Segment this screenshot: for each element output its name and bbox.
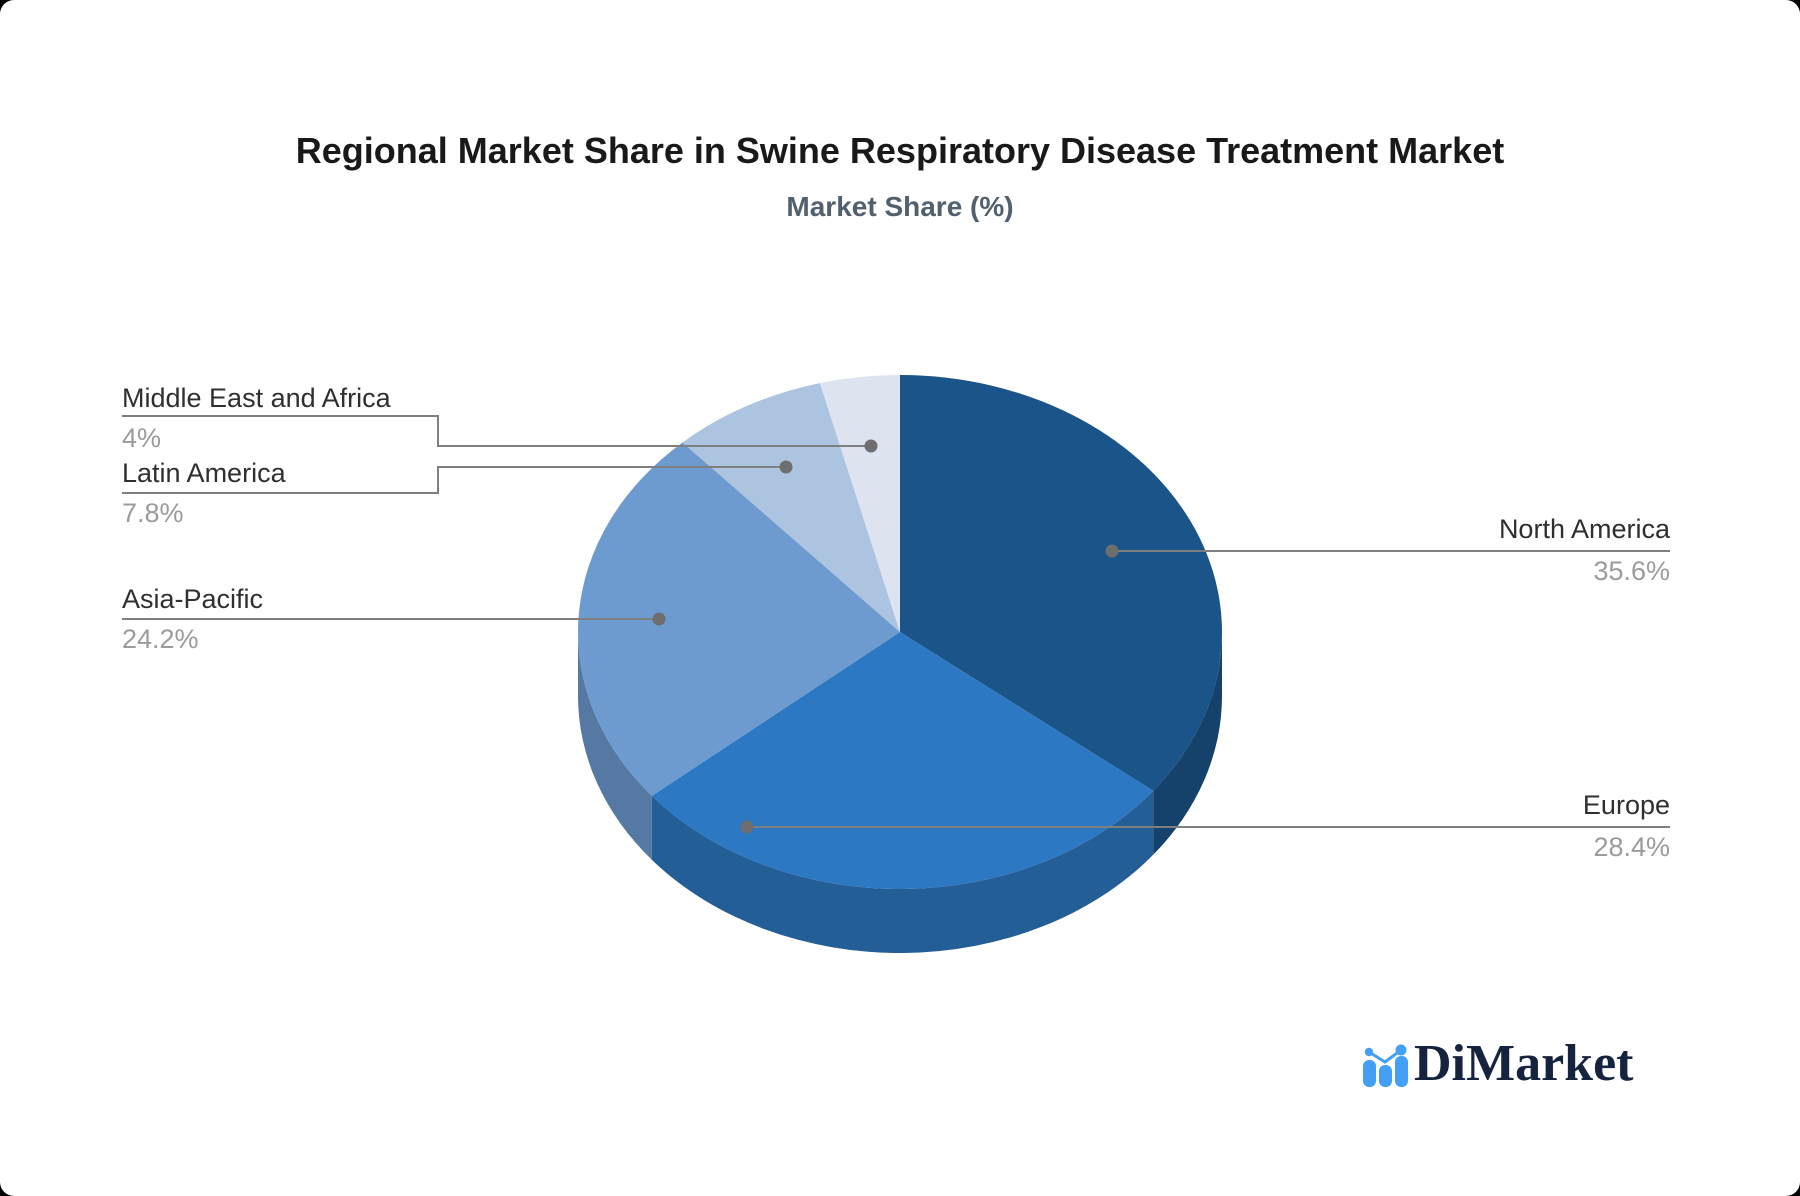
chart-title: Regional Market Share in Swine Respirato… — [295, 130, 1505, 171]
leader-line-middle-east-and-africa — [122, 415, 865, 447]
value-europe: 28.4% — [1593, 832, 1670, 862]
leader-dot-latin-america — [779, 460, 793, 474]
pie-slice-side-north-america — [1153, 632, 1222, 855]
pie-slice-asia-pacific — [577, 442, 900, 796]
leader-dot-north-america — [1105, 544, 1119, 558]
pie-slice-europe — [651, 632, 1154, 890]
chart-subtitle: Market Share (%) — [786, 191, 1014, 222]
pie-slice-side-asia-pacific — [578, 632, 652, 860]
value-latin-america: 7.8% — [122, 498, 184, 528]
pie-slice-middle-east-and-africa — [819, 374, 900, 632]
value-asia-pacific: 24.2% — [122, 624, 199, 654]
leader-line-latin-america — [122, 466, 780, 494]
label-europe: Europe — [1582, 790, 1670, 820]
dimarket-logo-text: DiMarket — [1414, 1035, 1634, 1092]
label-north-america: North America — [1498, 514, 1670, 544]
label-asia-pacific: Asia-Pacific — [122, 584, 264, 614]
value-north-america: 35.6% — [1593, 556, 1670, 586]
leader-dot-middle-east-and-africa — [864, 439, 878, 453]
pie-slice-side-europe — [651, 790, 1154, 954]
leader-dot-asia-pacific — [652, 612, 666, 626]
label-middle-east-and-africa: Middle East and Africa — [122, 383, 391, 413]
value-middle-east-and-africa: 4% — [122, 423, 162, 453]
pie-slice-north-america — [900, 375, 1222, 791]
label-latin-america: Latin America — [122, 458, 286, 488]
bar-chart-icon — [1363, 1044, 1408, 1087]
leader-dot-europe — [740, 820, 754, 834]
